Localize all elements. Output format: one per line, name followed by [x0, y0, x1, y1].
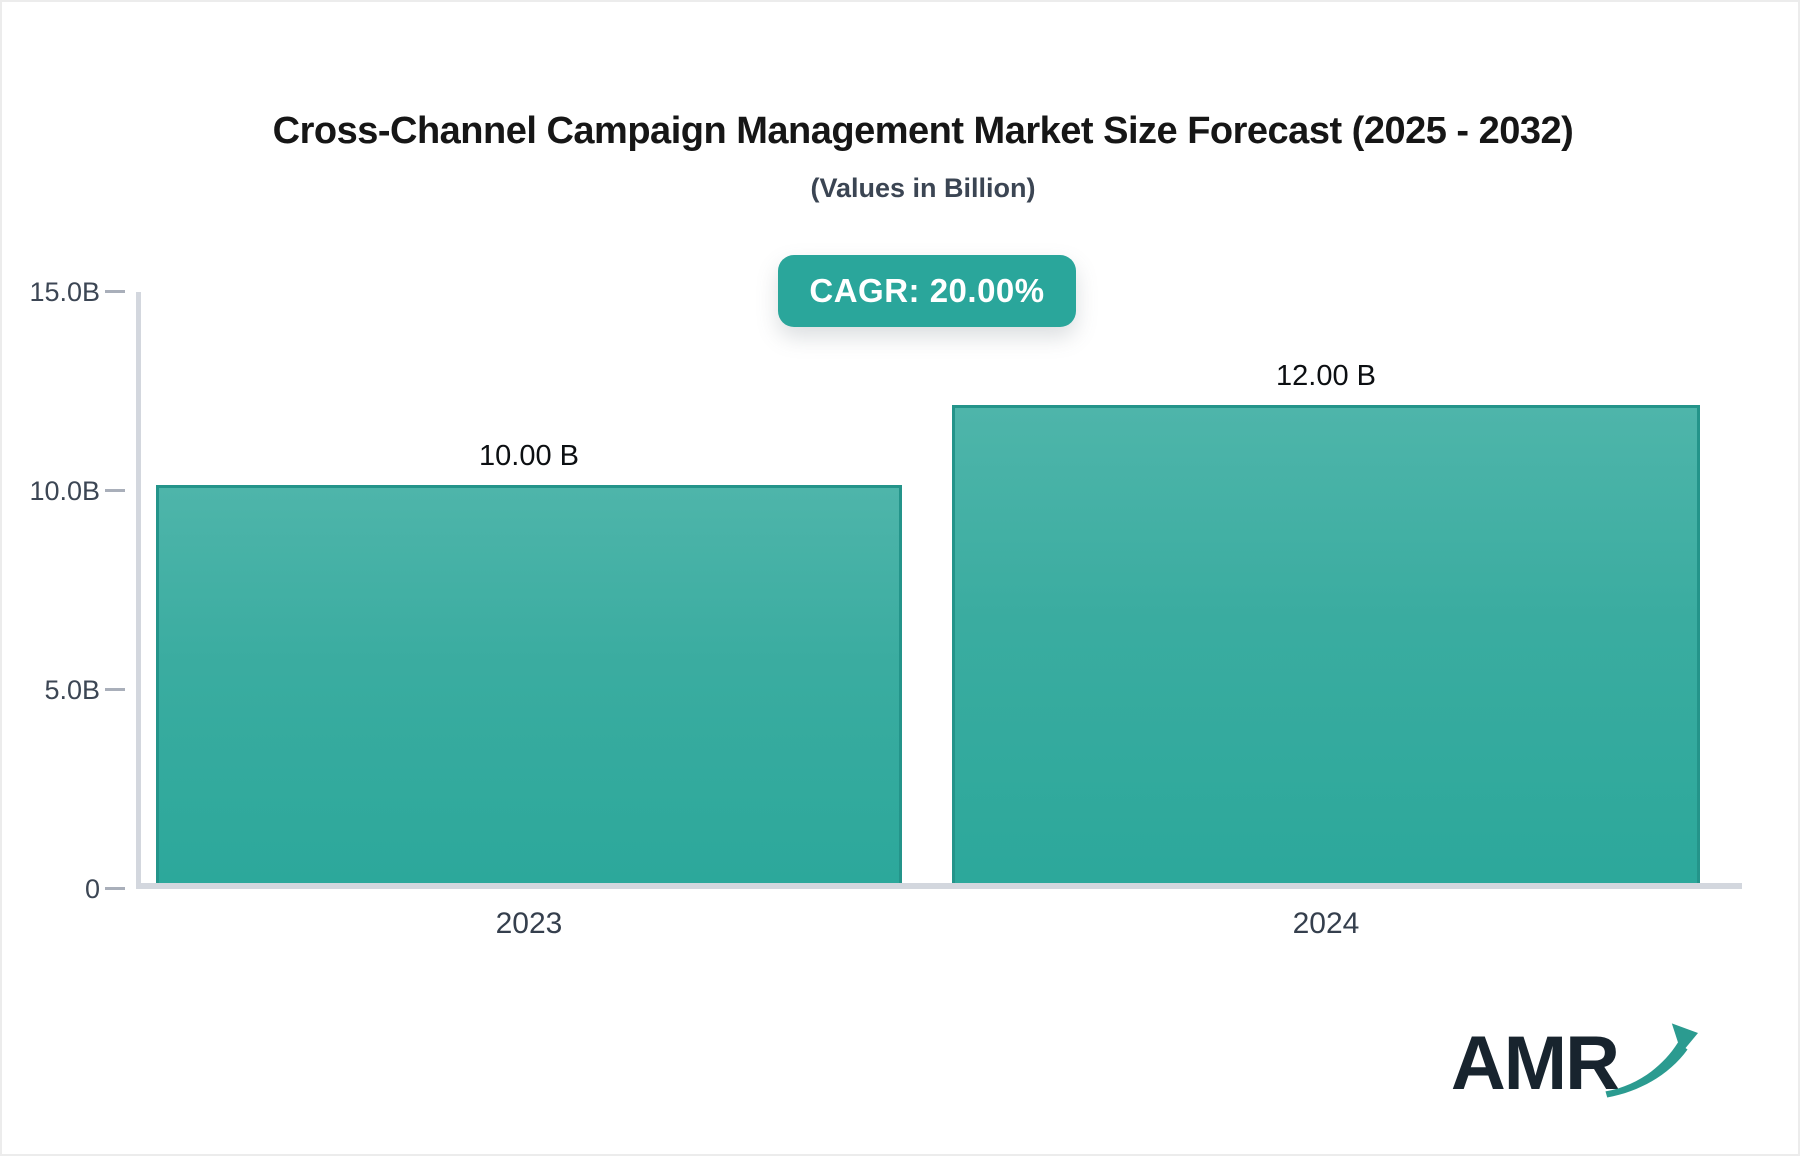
x-tick-label-2024: 2024 [1292, 907, 1360, 940]
cagr-badge-label: CAGR: 20.00% [809, 272, 1045, 309]
bar-2024 [952, 405, 1700, 883]
y-tick-label: 0 [84, 874, 100, 904]
x-tick-label-2023: 2023 [495, 907, 563, 940]
y-tick-mark [105, 290, 125, 293]
amr-logo-text: AMR [1450, 1021, 1620, 1106]
cagr-badge: CAGR: 20.00% [778, 255, 1076, 327]
y-tick-mark [105, 489, 125, 492]
y-tick-label: 15.0B [29, 277, 100, 307]
chart-title: Cross-Channel Campaign Management Market… [272, 110, 1574, 152]
y-tick-label: 10.0B [29, 476, 100, 506]
chart-subtitle: (Values in Billion) [810, 173, 1036, 203]
chart-header: Cross-Channel Campaign Management Market… [48, 2, 1798, 203]
bar-2023 [156, 485, 902, 883]
growth-arrow-icon [1605, 1023, 1698, 1098]
y-tick-label: 5.0B [44, 675, 100, 705]
y-axis: 15.0B 10.0B 5.0B 0 [2, 277, 136, 904]
y-tick-mark [105, 887, 125, 890]
y-tick-mark [105, 688, 125, 691]
bar-value-label: 12.00 B [1276, 360, 1376, 392]
plot-area: 10.00 B 12.00 B 2023 2024 [136, 292, 1742, 940]
amr-logo: AMR [1450, 1021, 1698, 1106]
bar-value-label: 10.00 B [479, 440, 579, 472]
bar-group-2024: 12.00 B [952, 286, 1700, 883]
bar-group-2023: 10.00 B [156, 286, 902, 883]
